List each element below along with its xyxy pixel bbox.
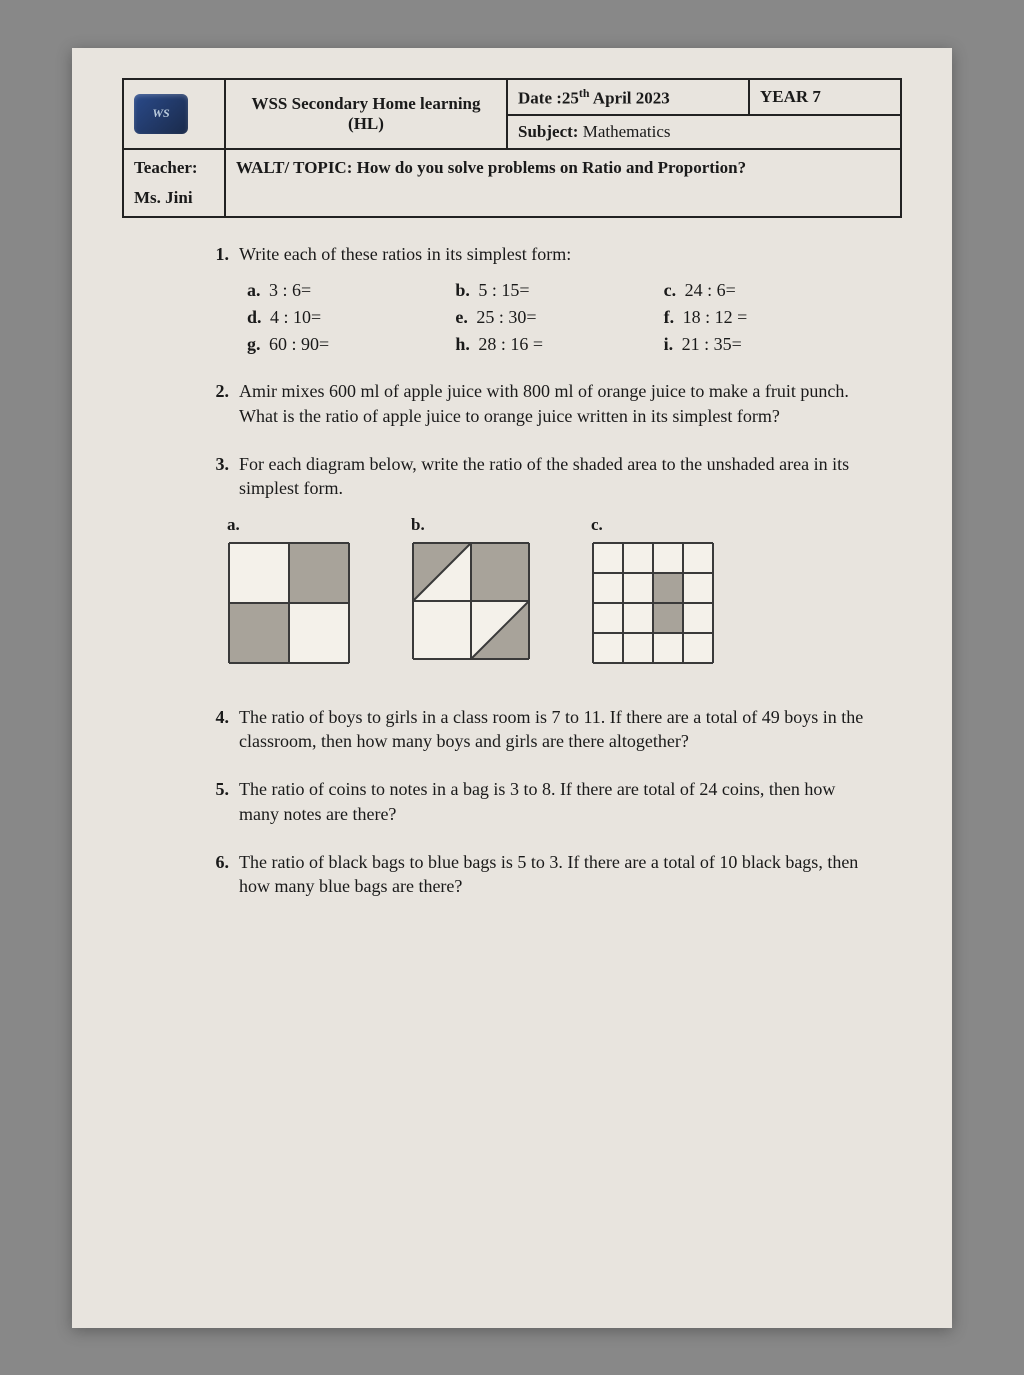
topic-text: How do you solve problems on Ratio and P… — [357, 158, 746, 177]
q2-text: Amir mixes 600 ml of apple juice with 80… — [239, 379, 872, 428]
diagram-c-svg — [591, 541, 715, 665]
q3-diagrams: a. b. c. — [227, 515, 872, 665]
q3-text: For each diagram below, write the ratio … — [239, 452, 872, 501]
q4: 4. The ratio of boys to girls in a class… — [207, 705, 872, 754]
school-logo: WS — [134, 94, 188, 134]
diagram-b: b. — [411, 515, 531, 661]
q6: 6. The ratio of black bags to blue bags … — [207, 850, 872, 899]
q6-text: The ratio of black bags to blue bags is … — [239, 850, 872, 899]
ratio-item: c. 24 : 6= — [664, 280, 872, 301]
q2: 2. Amir mixes 600 ml of apple juice with… — [207, 379, 872, 428]
header-table: WS WSS Secondary Home learning (HL) Date… — [122, 78, 902, 219]
subject-cell: Subject: Mathematics — [507, 115, 901, 149]
ratio-item: e. 25 : 30= — [455, 307, 663, 328]
ratio-item: a. 3 : 6= — [247, 280, 455, 301]
q4-text: The ratio of boys to girls in a class ro… — [239, 705, 872, 754]
worksheet-page: WS WSS Secondary Home learning (HL) Date… — [72, 48, 952, 1328]
ratio-item: g. 60 : 90= — [247, 334, 455, 355]
q1: 1. Write each of these ratios in its sim… — [207, 242, 872, 266]
questions: 1. Write each of these ratios in its sim… — [122, 242, 902, 898]
ratio-item: h. 28 : 16 = — [455, 334, 663, 355]
diagram-b-svg — [411, 541, 531, 661]
ratio-item: i. 21 : 35= — [664, 334, 872, 355]
q1-items: a. 3 : 6=b. 5 : 15=c. 24 : 6= d. 4 : 10=e… — [247, 280, 872, 355]
date-cell: Date :25th April 2023 — [507, 79, 749, 116]
q5: 5. The ratio of coins to notes in a bag … — [207, 777, 872, 826]
teacher-name: Ms. Jini — [134, 188, 214, 208]
topic-label: WALT/ TOPIC: — [236, 158, 357, 177]
ratio-item: b. 5 : 15= — [455, 280, 663, 301]
year-cell: YEAR 7 — [749, 79, 901, 116]
school-name: WSS Secondary Home learning (HL) — [225, 79, 507, 150]
diagram-c: c. — [591, 515, 715, 665]
diagram-a-svg — [227, 541, 351, 665]
teacher-label: Teacher: — [134, 158, 214, 178]
ratio-item: f. 18 : 12 = — [664, 307, 872, 328]
q3: 3. For each diagram below, write the rat… — [207, 452, 872, 501]
ratio-item: d. 4 : 10= — [247, 307, 455, 328]
q1-text: Write each of these ratios in its simple… — [239, 242, 571, 266]
q5-text: The ratio of coins to notes in a bag is … — [239, 777, 872, 826]
diagram-a: a. — [227, 515, 351, 665]
